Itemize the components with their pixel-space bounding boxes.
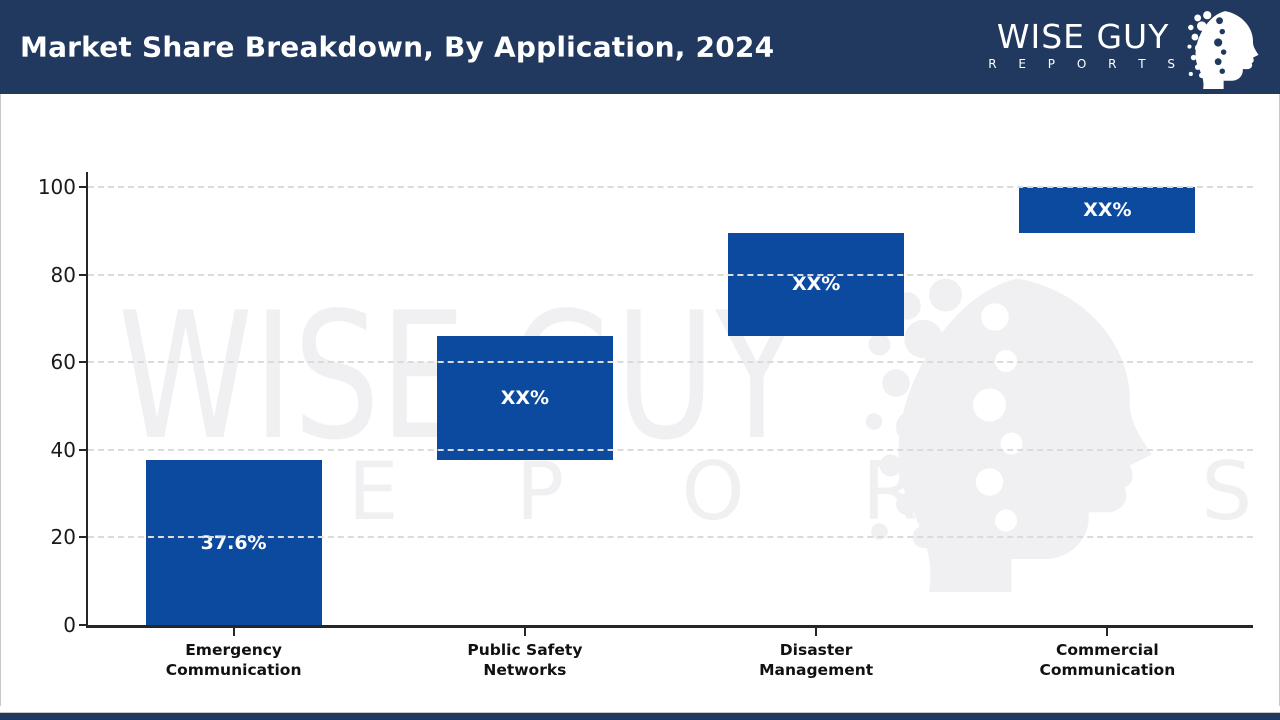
wiseguy-face-icon: [1187, 11, 1259, 90]
page-title: Market Share Breakdown, By Application, …: [20, 30, 775, 64]
brand-wordmark: WISE GUY: [996, 17, 1170, 56]
category-label: Public Safety Networks: [395, 640, 655, 680]
brand-reports: R E P O R T S: [988, 57, 1184, 71]
category-label-line: Communication: [165, 661, 302, 679]
category-label-line: Commercial: [1055, 641, 1159, 659]
y-tick-label-100: 100: [37, 175, 76, 199]
y-tick-40: [79, 448, 87, 451]
brand-logo-text: WISE GUY R E P O R T S: [982, 20, 1184, 71]
y-tick-100: [79, 186, 87, 188]
x-tick-0: [232, 628, 235, 636]
y-tick-60: [79, 361, 87, 364]
brand-logo: WISE GUY R E P O R T S: [988, 4, 1266, 90]
y-tick-label-80: 80: [50, 262, 76, 287]
category-label-line: Management: [759, 661, 874, 679]
bar-value-label: XX%: [500, 387, 550, 410]
category-label: Disaster Management: [686, 640, 946, 680]
y-tick-label-60: 60: [50, 350, 76, 375]
y-tick-0: [79, 624, 87, 626]
bar-value-label: XX%: [1083, 198, 1132, 221]
category-label-line: Networks: [483, 661, 567, 679]
bar-value-label: XX%: [791, 273, 841, 296]
y-tick-20: [79, 536, 87, 539]
bar-value-label: 37.6%: [200, 531, 267, 554]
category-label: Commercial Communication: [977, 640, 1237, 680]
gridline-20: [88, 536, 1253, 539]
y-tick-80: [79, 273, 87, 276]
category-label-line: Emergency: [185, 641, 283, 659]
x-tick-1: [523, 628, 526, 636]
y-tick-label-40: 40: [50, 437, 76, 462]
header: Market Share Breakdown, By Application, …: [0, 0, 1280, 94]
category-label: Emergency Communication: [104, 640, 364, 680]
x-tick-2: [815, 628, 818, 636]
category-label-line: Disaster: [779, 641, 853, 659]
y-axis: [86, 172, 88, 625]
bar-segment: 37.6%: [145, 460, 322, 625]
gridline-40: [88, 448, 1253, 451]
bar-segment: XX%: [436, 335, 613, 461]
category-label-line: Communication: [1039, 661, 1176, 679]
x-tick-3: [1106, 628, 1109, 636]
bar-segment: XX%: [728, 232, 905, 336]
gridline-80: [88, 273, 1253, 276]
watermark-face-icon: [865, 278, 1152, 592]
footer-bar: [0, 712, 1280, 720]
gridline-60: [88, 361, 1253, 364]
bar-segment: XX%: [1019, 187, 1196, 233]
y-tick-label-20: 20: [50, 525, 76, 550]
gridline-100: [88, 186, 1253, 188]
category-label-line: Public Safety: [467, 641, 583, 659]
y-tick-label-0: 0: [63, 613, 76, 637]
x-axis: [86, 625, 1253, 628]
